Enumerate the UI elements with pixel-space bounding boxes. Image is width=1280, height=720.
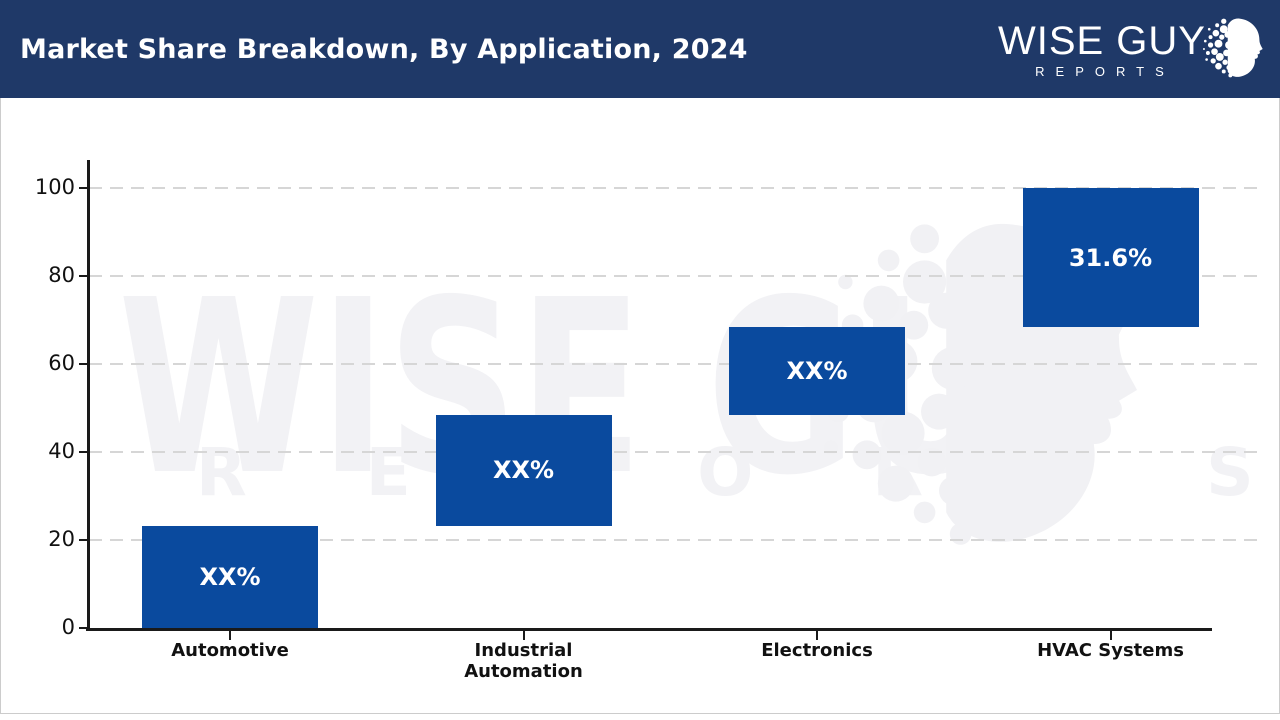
logo-face-icon: [1202, 18, 1263, 78]
y-axis-tick: [79, 187, 87, 189]
header-bar: Market Share Breakdown, By Application, …: [0, 0, 1280, 98]
y-axis-tick-label: 20: [48, 527, 75, 551]
x-axis-tick: [229, 631, 231, 640]
x-axis-tick: [522, 631, 525, 640]
bar-segment: 31.6%: [1022, 188, 1199, 328]
bar-segment: XX%: [142, 525, 318, 628]
x-axis-label: Automotive: [171, 640, 289, 661]
x-axis-label: Electronics: [761, 640, 873, 661]
y-axis-tick-label: 0: [61, 615, 75, 639]
bar-segment: XX%: [729, 327, 905, 416]
logo-subtitle: REPORTS: [1035, 63, 1175, 79]
y-axis-tick: [79, 627, 87, 629]
x-axis-line: [86, 628, 1212, 631]
gridline: [89, 275, 1258, 277]
gridline: [89, 451, 1258, 453]
y-axis-line: [87, 160, 90, 631]
y-axis-tick-label: 100: [34, 175, 75, 199]
y-axis-tick-label: 60: [48, 351, 75, 375]
gridline: [89, 539, 1258, 541]
page-title: Market Share Breakdown, By Application, …: [20, 33, 748, 65]
y-axis-tick-label: 40: [48, 439, 75, 463]
x-axis-tick: [816, 631, 818, 640]
bar-value-label: 31.6%: [1068, 243, 1153, 272]
bar-value-label: XX%: [199, 562, 261, 591]
x-axis-label: Industrial Automation: [464, 640, 583, 683]
logo-text: WISE GUY REPORTS: [998, 21, 1206, 78]
y-axis-tick: [79, 539, 87, 541]
gridline: [89, 187, 1258, 189]
wise-guy-logo: WISE GUY REPORTS: [998, 7, 1266, 91]
x-axis-tick: [1109, 631, 1112, 640]
y-axis-tick: [79, 363, 87, 365]
bar-value-label: XX%: [492, 456, 555, 485]
logo-wordmark: WISE GUY: [997, 18, 1206, 63]
bar-segment: XX%: [435, 415, 612, 526]
y-axis-tick-label: 80: [48, 263, 75, 287]
bar-value-label: XX%: [786, 357, 848, 386]
y-axis-tick: [79, 275, 87, 277]
x-axis-label: HVAC Systems: [1037, 640, 1184, 661]
gridline: [89, 363, 1258, 365]
y-axis-tick: [79, 451, 87, 453]
